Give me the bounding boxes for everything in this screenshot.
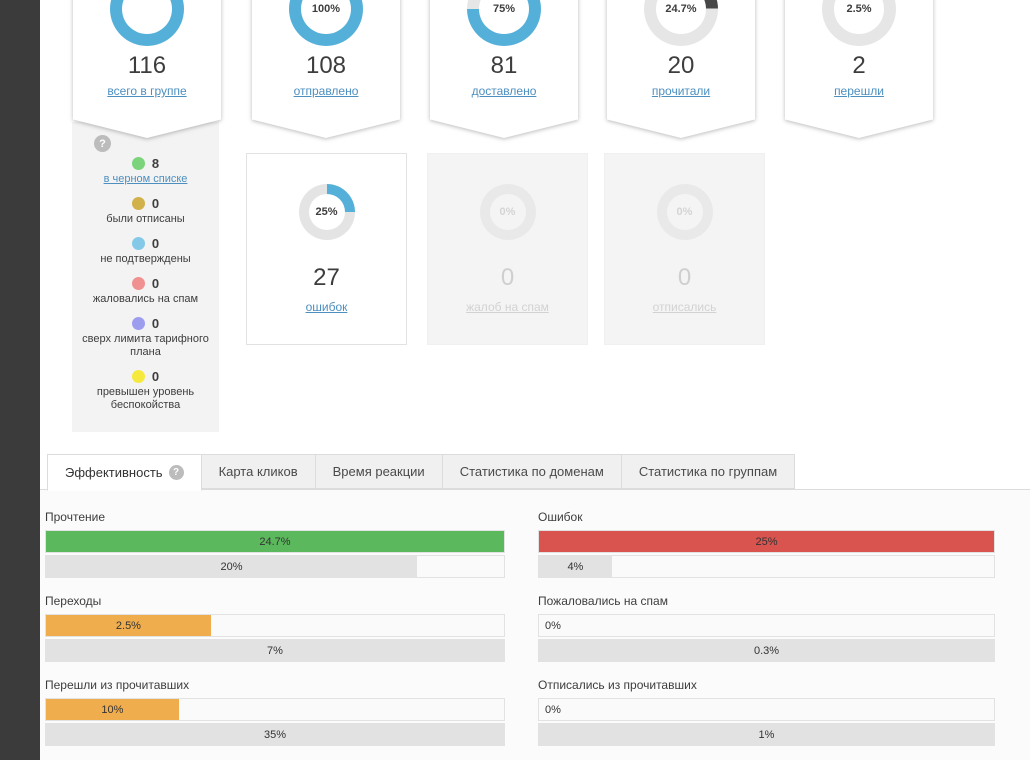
stat-value: 27	[313, 264, 340, 291]
stat-value: 0	[500, 264, 515, 291]
donut-unsubscribed-icon: 0%	[656, 184, 713, 240]
sent-link[interactable]: отправлено	[293, 84, 359, 98]
reading-primary-bar: 24.7%	[46, 531, 504, 552]
effectiveness-panel: Прочтение 24.7% 20% Переходы 2.5%	[40, 490, 1030, 760]
stat-card-total-in-group: 116 всего в группе	[73, 0, 221, 138]
unsubscribed-dot-icon	[131, 197, 145, 210]
donut-sent-icon: 100%	[289, 0, 363, 46]
chart-group-errors: Ошибок 25% 4%	[538, 510, 995, 578]
clicked-from-readers-primary-bar: 10%	[46, 699, 179, 720]
stat-card-clicked: 2.5% 2 перешли	[785, 0, 933, 138]
blacklist-dot-icon	[131, 157, 145, 170]
read-link[interactable]: прочитали	[651, 84, 711, 98]
stat-value: 108	[305, 52, 347, 79]
bar-track: 20%	[45, 555, 505, 578]
bar-track: 1%	[538, 723, 995, 746]
unsub-secondary-bar: 1%	[539, 724, 994, 745]
legend-item-blacklist: 8 в черном списке	[103, 156, 188, 185]
stat-value: 81	[490, 52, 518, 79]
clicked-from-readers-secondary-bar: 35%	[46, 724, 504, 745]
bar-track: 10%	[45, 698, 505, 721]
clicked-link[interactable]: перешли	[834, 84, 884, 98]
unconfirmed-dot-icon	[131, 237, 145, 250]
errors-secondary-bar: 4%	[539, 556, 612, 577]
spam-complaints-link: жалоб на спам	[466, 300, 549, 314]
spam-complaints-box: 0% 0 жалоб на спам	[427, 153, 588, 345]
clicks-secondary-bar: 7%	[46, 640, 504, 661]
chart-group-reading: Прочтение 24.7% 20%	[45, 510, 505, 578]
donut-spam-icon: 0%	[479, 184, 536, 240]
bar-track: 2.5%	[45, 614, 505, 637]
unsubscribed-box: 0% 0 отписались	[604, 153, 765, 345]
donut-percent-label: 24.7%	[665, 3, 697, 15]
total-in-group-link[interactable]: всего в группе	[107, 84, 187, 98]
stat-value: 116	[127, 52, 167, 79]
donut-read-icon: 24.7%	[644, 0, 718, 46]
chart-group-clicked-from-readers: Перешли из прочитавших 10% 35%	[45, 678, 505, 746]
donut-total-icon	[110, 0, 184, 46]
bar-track: 4%	[538, 555, 995, 578]
bar-track: 0.3%	[538, 639, 995, 662]
tab-effectiveness[interactable]: Эффективность ?	[47, 454, 202, 491]
donut-clicked-icon: 2.5%	[822, 0, 896, 46]
unsubscribed-link: отписались	[652, 300, 717, 314]
bar-track: 24.7%	[45, 530, 505, 553]
stat-card-sent: 100% 108 отправлено	[252, 0, 400, 138]
chart-group-spam-complaints: Пожаловались на спам 0% 0.3%	[538, 594, 995, 662]
stat-value: 0	[677, 264, 692, 291]
over-limit-dot-icon	[131, 317, 145, 330]
spam-primary-bar: 0%	[545, 619, 561, 632]
donut-percent-label: 0%	[676, 206, 693, 218]
stat-value: 20	[667, 52, 695, 79]
blacklist-link[interactable]: в черном списке	[103, 173, 188, 185]
chart-group-unsubscribed-from-readers: Отписались из прочитавших 0% 1%	[538, 678, 995, 746]
tabs-divider	[40, 489, 1030, 490]
donut-percent-label: 2.5%	[846, 3, 872, 15]
errors-primary-bar: 25%	[539, 531, 994, 552]
chart-group-clicks: Переходы 2.5% 7%	[45, 594, 505, 662]
legend-item-unconfirmed: 0 не подтверждены	[100, 236, 191, 265]
stats-tabs: Эффективность ? Карта кликов Время реакц…	[47, 454, 796, 491]
stat-card-delivered: 75% 81 доставлено	[430, 0, 578, 138]
app-sidebar-strip	[0, 0, 40, 760]
anxiety-dot-icon	[131, 370, 145, 383]
errors-box: 25% 27 ошибок	[246, 153, 407, 345]
legend-item-spam-complaint: 0 жаловались на спам	[92, 276, 199, 305]
bar-track: 7%	[45, 639, 505, 662]
tab-click-map[interactable]: Карта кликов	[201, 454, 316, 489]
spam-secondary-bar: 0.3%	[539, 640, 994, 661]
bar-track: 35%	[45, 723, 505, 746]
donut-percent-label: 75%	[492, 3, 516, 15]
delivered-link[interactable]: доставлено	[471, 84, 537, 98]
clicks-primary-bar: 2.5%	[46, 615, 211, 636]
donut-percent-label: 100%	[311, 3, 341, 15]
legend-item-over-limit: 0 сверх лимита тарифного плана	[82, 316, 209, 358]
legend-item-anxiety-level: 0 превышен уровень беспокойства	[96, 369, 195, 411]
unsub-primary-bar: 0%	[545, 703, 561, 716]
reading-secondary-bar: 20%	[46, 556, 417, 577]
stat-value: 2	[852, 52, 866, 79]
donut-delivered-icon: 75%	[467, 0, 541, 46]
donut-percent-label: 0%	[499, 206, 516, 218]
donut-errors-icon: 25%	[298, 184, 355, 240]
tab-group-stats[interactable]: Статистика по группам	[621, 454, 796, 489]
bar-track: 25%	[538, 530, 995, 553]
spam-dot-icon	[131, 277, 145, 290]
tab-domain-stats[interactable]: Статистика по доменам	[442, 454, 622, 489]
errors-link[interactable]: ошибок	[305, 300, 348, 314]
help-icon[interactable]: ?	[94, 135, 111, 152]
tab-reaction-time[interactable]: Время реакции	[315, 454, 443, 489]
donut-percent-label: 25%	[315, 206, 338, 218]
bar-track: 0%	[538, 698, 995, 721]
help-icon[interactable]: ?	[168, 465, 184, 480]
legend-item-unsubscribed: 0 были отписаны	[106, 196, 185, 225]
stat-card-read: 24.7% 20 прочитали	[607, 0, 755, 138]
group-legend-panel: ? 8 в черном списке 0 были отписаны 0 не…	[72, 122, 219, 432]
bar-track: 0%	[538, 614, 995, 637]
